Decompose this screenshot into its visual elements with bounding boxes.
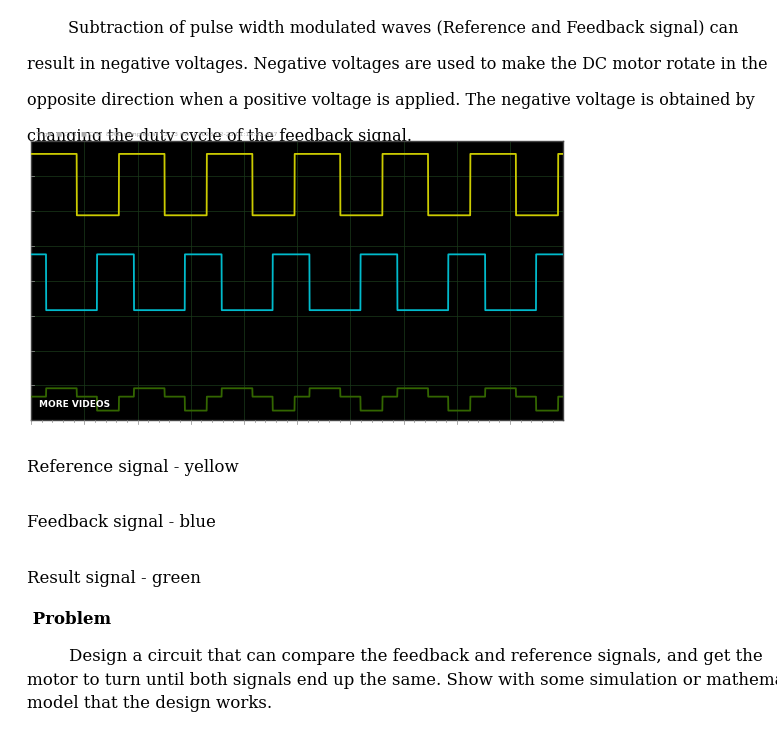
Text: Reference signal - yellow: Reference signal - yellow [27, 458, 239, 475]
Text: MORE VIDEOS: MORE VIDEOS [39, 400, 110, 409]
Text: Design a circuit that can compare the feedback and reference signals, and get th: Design a circuit that can compare the fe… [27, 648, 777, 712]
Text: changing the duty cycle of the feedback signal.: changing the duty cycle of the feedback … [27, 128, 412, 144]
Text: opposite direction when a positive voltage is applied. The negative voltage is o: opposite direction when a positive volta… [27, 92, 755, 109]
Text: Feedback signal - blue: Feedback signal - blue [27, 514, 216, 531]
Text: result in negative voltages. Negative voltages are used to make the DC motor rot: result in negative voltages. Negative vo… [27, 56, 768, 73]
Text: Subtraction of pulse width modulated waves (Reference and Feedback signal) can: Subtraction of pulse width modulated wav… [27, 19, 739, 36]
Text: Result signal - green: Result signal - green [27, 570, 201, 587]
Text: Problem: Problem [27, 611, 111, 628]
Text: Trig◆  ■ CH1  ■ CH2  8000 samples at 73.73 ms  | 2023-02-25 01:14:42.487: Trig◆ ■ CH1 ■ CH2 8000 samples at 73.73 … [37, 132, 277, 138]
